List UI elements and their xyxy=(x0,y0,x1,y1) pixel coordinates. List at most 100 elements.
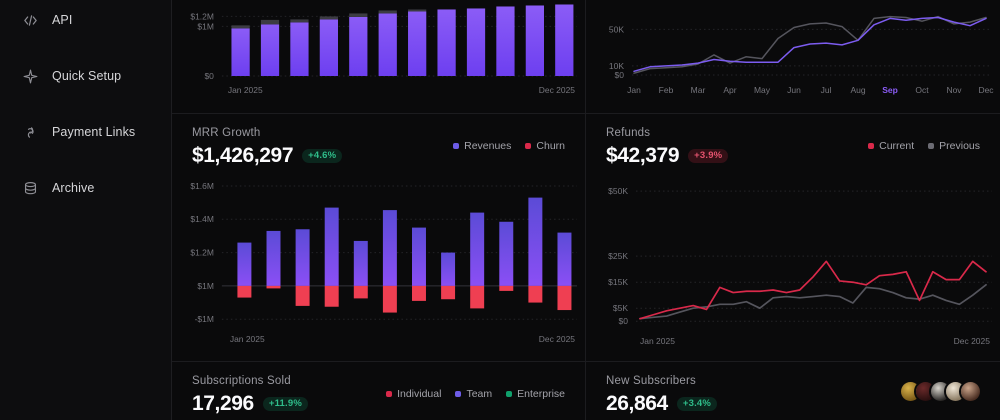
axis-tick-label: Jan 2025 xyxy=(640,336,675,346)
axis-tick-label: Dec 2025 xyxy=(539,334,576,344)
mrr-legend: Revenues Churn xyxy=(453,140,565,152)
legend-label: Current xyxy=(879,140,915,152)
page-title: Subscriptions Sold xyxy=(192,375,291,387)
legend-item-current[interactable]: Current xyxy=(868,140,914,152)
line-series-previous xyxy=(639,283,987,320)
row-bottom: Subscriptions Sold 17,296 +11.9% Individ… xyxy=(172,361,1000,420)
page-title: MRR Growth xyxy=(192,127,261,139)
traffic-line-chart: 50K 10K $0 Jan Feb Mar Apr May Jun Jul Aug Sep Oct No… xyxy=(586,0,1000,113)
bar-segment-revenue xyxy=(437,9,456,77)
axis-tick-label: $50K xyxy=(608,186,628,196)
panel-mrr-growth: MRR Growth $1,426,297 +4.6% Revenues Chu… xyxy=(172,114,586,361)
bar-churn xyxy=(441,285,456,300)
legend-dot xyxy=(928,143,935,149)
bar-churn xyxy=(412,285,426,301)
sidebar-item-api[interactable]: API xyxy=(0,6,171,34)
axis-tick-label: Dec 2025 xyxy=(539,85,575,95)
bar-revenues xyxy=(324,207,339,286)
bar-segment-revenue xyxy=(525,5,544,77)
sidebar: API Quick Setup Payment Links xyxy=(0,0,172,420)
sidebar-item-label: Payment Links xyxy=(52,125,136,139)
legend-item-previous[interactable]: Previous xyxy=(928,140,980,152)
bar-segment-revenue xyxy=(290,22,309,76)
sidebar-item-archive[interactable]: Archive xyxy=(0,174,171,202)
legend-dot xyxy=(453,143,460,149)
sparkle-icon xyxy=(22,68,39,85)
axis-tick-label: Mar xyxy=(691,85,706,95)
subscribers-value: 26,864 xyxy=(606,392,668,415)
avatar-image xyxy=(961,382,980,401)
mrr-header: MRR Growth $1,426,297 +4.6% Revenues Chu… xyxy=(172,114,585,168)
axis-tick-label: May xyxy=(754,85,771,95)
axis-tick-label: Oct xyxy=(915,85,929,95)
legend-label: Previous xyxy=(939,140,980,152)
line-series-current xyxy=(639,260,987,320)
bar-churn xyxy=(353,285,368,299)
bar-segment-pending xyxy=(290,19,309,23)
legend-dot xyxy=(455,391,462,397)
bar-segment-pending xyxy=(319,16,338,20)
panel-subscriptions-sold: Subscriptions Sold 17,296 +11.9% Individ… xyxy=(172,362,586,420)
subscriptions-value-row: 17,296 +11.9% xyxy=(192,392,565,416)
bar-revenues xyxy=(470,212,485,286)
bar-revenues xyxy=(295,229,310,286)
axis-tick-label: 10K xyxy=(609,61,624,71)
subscribers-value-row: 26,864 +3.4% xyxy=(606,392,980,416)
panel-refunds: Refunds $42,379 +3.9% Current Previous xyxy=(586,114,1000,361)
refunds-line-chart: $50K $25K $15K $5K $0 Jan 2025 Dec 2025 xyxy=(586,176,1000,361)
axis-tick-label: Jun xyxy=(787,85,801,95)
mrr-bar-chart: $1.6M $1.4M $1.2M $1M -$1M Jan 2025 Dec 2025 xyxy=(172,176,585,361)
legend-item-individual[interactable]: Individual xyxy=(386,388,441,400)
legend-item-enterprise[interactable]: Enterprise xyxy=(506,388,565,400)
axis-tick-label: Jan 2025 xyxy=(228,85,263,95)
legend-dot xyxy=(506,391,513,397)
page-title: New Subscribers xyxy=(606,375,696,387)
sidebar-item-payment-links[interactable]: Payment Links xyxy=(0,118,171,146)
refunds-header: Refunds $42,379 +3.9% Current Previous xyxy=(586,114,1000,168)
bar-segment-revenue xyxy=(349,16,368,76)
sidebar-item-quick-setup[interactable]: Quick Setup xyxy=(0,62,171,90)
bar-segment-pending xyxy=(408,9,427,12)
legend-dot xyxy=(868,143,875,149)
axis-tick-label: Apr xyxy=(723,85,736,95)
axis-tick-label: Nov xyxy=(946,85,962,95)
bar-revenues xyxy=(557,232,572,286)
axis-tick-label: Jan 2025 xyxy=(230,334,265,344)
axis-tick-label: Dec xyxy=(978,85,994,95)
legend-item-revenues[interactable]: Revenues xyxy=(453,140,511,152)
bar-revenues xyxy=(382,210,397,286)
bar-segment-revenue xyxy=(466,8,486,77)
axis-tick-label: $5K xyxy=(613,303,628,313)
legend-label: Team xyxy=(466,388,493,400)
legend-label: Individual xyxy=(397,388,442,400)
bar-revenues xyxy=(499,221,514,286)
legend-dot xyxy=(386,391,393,397)
bar-segment-revenue xyxy=(231,28,250,77)
axis-tick-label: $0 xyxy=(615,70,625,80)
bar-segment-pending xyxy=(260,19,280,25)
bar-segment-revenue xyxy=(496,6,515,77)
axis-tick-label: Jan xyxy=(627,85,641,95)
axis-tick-label: $1.2M xyxy=(190,248,214,258)
subscriptions-legend: Individual Team Enterprise xyxy=(386,388,565,400)
bar-revenues xyxy=(412,227,426,286)
sidebar-item-label: Quick Setup xyxy=(52,69,122,83)
line-series-previous xyxy=(633,15,987,74)
axis-tick-label: $15K xyxy=(608,277,628,287)
axis-tick-label: $0 xyxy=(204,71,214,81)
legend-item-churn[interactable]: Churn xyxy=(525,140,565,152)
avatar[interactable] xyxy=(959,380,982,403)
mrr-value: $1,426,297 xyxy=(192,144,294,167)
bar-segment-revenue xyxy=(260,24,280,76)
legend-item-team[interactable]: Team xyxy=(455,388,492,400)
axis-tick-label: -$1M xyxy=(195,314,214,324)
axis-tick-label: $1.4M xyxy=(190,214,214,224)
bar-churn xyxy=(470,285,485,309)
bar-segment-revenue xyxy=(319,19,338,76)
axis-tick-label: $1.2M xyxy=(190,11,214,21)
avatar-group[interactable] xyxy=(899,380,982,403)
link-chain-icon xyxy=(22,124,39,141)
bar-churn xyxy=(557,285,572,311)
bar-churn xyxy=(324,285,339,307)
